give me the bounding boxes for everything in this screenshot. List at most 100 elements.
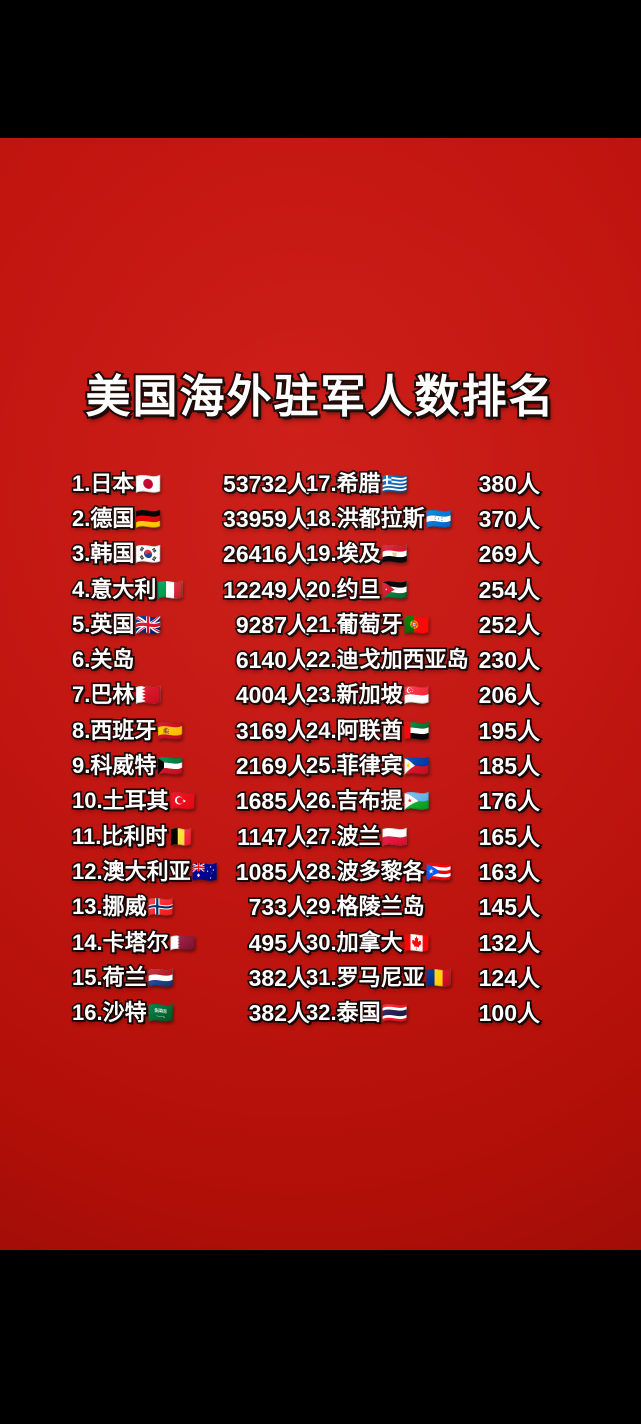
troop-count: 382人	[247, 963, 312, 992]
flag-icon: 🇳🇴	[147, 896, 174, 920]
troop-count: 12249人	[221, 575, 311, 604]
ranking-entry: 30.加拿大🇨🇦	[304, 925, 429, 957]
ranking-row: 27.波兰🇵🇱 165人	[304, 817, 541, 852]
country-label: 7.巴林	[70, 681, 136, 709]
ranking-entry: 15.荷兰🇳🇱	[70, 960, 174, 992]
ranking-row: 15.荷兰🇳🇱 382人	[70, 958, 312, 993]
ranking-entry: 14.卡塔尔🇶🇦	[70, 925, 196, 957]
country-label: 10.土耳其	[70, 787, 170, 815]
ranking-row: 12.澳大利亚🇦🇺 1085人	[70, 852, 311, 887]
troop-count: 26416人	[221, 540, 311, 569]
ranking-entry: 31.罗马尼亚🇷🇴	[304, 960, 452, 992]
troop-count: 33959人	[221, 504, 311, 533]
troop-count: 124人	[477, 963, 542, 992]
ranking-entry: 19.埃及🇪🇬	[304, 536, 408, 568]
troop-count: 3169人	[234, 716, 311, 745]
ranking-entry: 6.关岛	[70, 642, 136, 674]
troop-count: 6140人	[234, 646, 311, 675]
country-label: 11.比利时	[70, 822, 169, 850]
troop-count: 254人	[477, 575, 542, 604]
ranking-row: 7.巴林🇧🇭 4004人	[70, 676, 311, 711]
ranking-columns: 1.日本🇯🇵 53732人 2.德国🇩🇪 33959人 3.韩国🇰🇷 26416人 4.意大…	[0, 464, 641, 1064]
country-label: 9.科威特	[70, 751, 158, 779]
ranking-row: 26.吉布提🇩🇯 176人	[304, 782, 541, 817]
troop-count: 495人	[247, 928, 312, 957]
ranking-column-left: 1.日本🇯🇵 53732人 2.德国🇩🇪 33959人 3.韩国🇰🇷 26416人 4.意大…	[70, 464, 312, 1029]
flag-icon: 🇩🇪	[135, 507, 162, 531]
troop-count: 1147人	[235, 822, 311, 851]
flag-icon: 🇳🇱	[147, 966, 174, 990]
troop-count: 382人	[247, 998, 312, 1027]
troop-count: 1685人	[234, 787, 311, 816]
ranking-entry: 3.韩国🇰🇷	[70, 536, 162, 568]
country-label: 23.新加坡	[304, 681, 404, 709]
ranking-row: 18.洪都拉斯🇭🇳 370人	[304, 499, 541, 534]
flag-icon: 🇶🇦	[169, 931, 196, 955]
troop-count: 252人	[477, 610, 542, 639]
ranking-entry: 1.日本🇯🇵	[70, 466, 161, 498]
ranking-row: 10.土耳其🇹🇷 1685人	[70, 782, 311, 817]
flag-icon: 🇵🇷	[425, 860, 452, 884]
ranking-entry: 32.泰国🇹🇭	[304, 995, 407, 1027]
ranking-row: 13.挪威🇳🇴 733人	[70, 888, 311, 923]
flag-icon: 🇬🇧	[135, 613, 162, 637]
ranking-row: 24.阿联酋🇦🇪 195人	[304, 711, 541, 746]
ranking-entry: 26.吉布提🇩🇯	[304, 783, 430, 815]
country-label: 22.迪戈加西亚岛	[304, 646, 470, 674]
ranking-entry: 5.英国🇬🇧	[70, 607, 162, 639]
troop-count: 230人	[477, 646, 542, 675]
ranking-row: 14.卡塔尔🇶🇦 495人	[70, 923, 312, 958]
flag-icon: 🇵🇭	[403, 755, 430, 779]
flag-icon: 🇪🇸	[157, 719, 184, 743]
ranking-entry: 4.意大利🇮🇹	[70, 572, 184, 604]
country-label: 16.沙特	[70, 998, 148, 1026]
country-label: 27.波兰	[304, 822, 382, 850]
country-label: 21.葡萄牙	[304, 610, 404, 638]
troop-count: 163人	[477, 857, 542, 886]
flag-icon: 🇸🇦	[147, 1002, 174, 1026]
troop-count: 195人	[477, 716, 542, 745]
troop-count: 176人	[477, 787, 542, 816]
troop-count: 185人	[477, 751, 542, 780]
troop-count: 206人	[477, 681, 542, 710]
flag-icon: 🇩🇯	[403, 790, 430, 814]
ranking-row: 19.埃及🇪🇬 269人	[304, 535, 541, 570]
flag-icon: 🇧🇭	[135, 684, 162, 708]
ranking-row: 21.葡萄牙🇵🇹 252人	[304, 605, 541, 640]
ranking-entry: 20.约旦🇯🇴	[304, 572, 407, 604]
ranking-entry: 18.洪都拉斯🇭🇳	[304, 501, 452, 533]
country-label: 28.波多黎各	[304, 857, 426, 885]
page-title: 美国海外驻军人数排名	[83, 369, 556, 424]
flag-icon: 🇵🇱	[381, 825, 408, 849]
ranking-entry: 10.土耳其🇹🇷	[70, 783, 195, 815]
country-label: 18.洪都拉斯	[304, 504, 426, 532]
troop-count: 370人	[477, 504, 542, 533]
country-label: 24.阿联酋	[304, 716, 404, 744]
country-label: 4.意大利	[70, 575, 158, 603]
ranking-row: 28.波多黎各🇵🇷 163人	[304, 852, 541, 887]
country-label: 29.格陵兰岛	[304, 893, 426, 921]
country-label: 2.德国	[70, 504, 136, 532]
troop-count: 4004人	[234, 681, 311, 710]
ranking-entry: 23.新加坡🇸🇬	[304, 677, 429, 709]
ranking-row: 5.英国🇬🇧 9287人	[70, 605, 311, 640]
letterbox-bottom	[0, 1250, 641, 1424]
ranking-row: 3.韩国🇰🇷 26416人	[70, 535, 311, 570]
ranking-entry: 7.巴林🇧🇭	[70, 677, 162, 709]
flag-icon: 🇷🇴	[425, 966, 452, 990]
ranking-row: 4.意大利🇮🇹 12249人	[70, 570, 311, 605]
troop-count: 380人	[477, 469, 542, 498]
flag-icon: 🇰🇷	[135, 543, 162, 567]
flag-icon: 🇪🇬	[381, 543, 408, 567]
ranking-entry: 8.西班牙🇪🇸	[70, 713, 184, 745]
troop-count: 2169人	[234, 751, 311, 780]
ranking-entry: 22.迪戈加西亚岛	[304, 642, 470, 674]
ranking-entry: 21.葡萄牙🇵🇹	[304, 607, 429, 639]
ranking-row: 2.德国🇩🇪 33959人	[70, 499, 311, 534]
ranking-row: 20.约旦🇯🇴 254人	[304, 570, 541, 605]
flag-icon: 🇮🇹	[157, 578, 184, 602]
troop-count: 145人	[477, 893, 542, 922]
country-label: 20.约旦	[304, 575, 382, 603]
flag-icon: 🇭🇳	[425, 507, 452, 531]
troop-count: 132人	[477, 928, 542, 957]
